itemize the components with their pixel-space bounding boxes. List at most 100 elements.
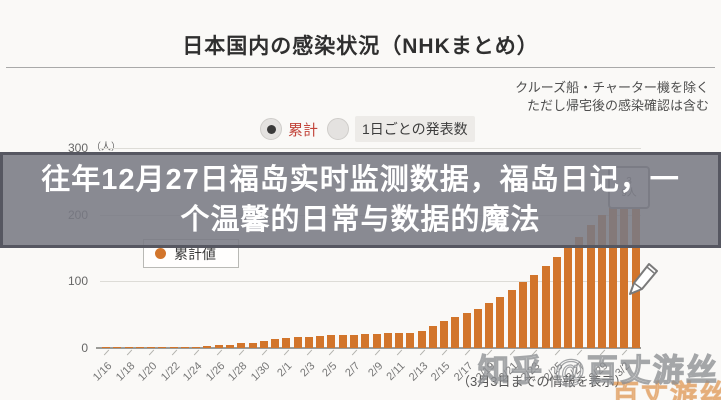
x-label-2/7: 2/7 (343, 360, 363, 380)
radio-option-cumulative[interactable]: 累計 (260, 118, 318, 140)
x-label-1/24: 1/24 (181, 360, 205, 384)
title-divider (6, 67, 715, 68)
bar-2/27 (575, 236, 584, 348)
bar-2/22 (519, 282, 528, 348)
x-label-1/16: 1/16 (90, 360, 115, 384)
bar-2/16 (451, 317, 460, 348)
watermark-echo: 百丈游丝 (612, 380, 721, 400)
watermark: 知乎 @百丈游丝 (477, 352, 719, 388)
x-axis-line (96, 347, 641, 349)
exclusion-note-line2: ただし帰宅後の感染確認は含む (526, 98, 709, 113)
x-label-1/26: 1/26 (203, 360, 228, 384)
bar-1/18 (124, 347, 133, 348)
bar-2/15 (440, 320, 449, 348)
x-label-2/5: 2/5 (320, 360, 340, 380)
x-label-2/11: 2/11 (384, 360, 408, 384)
bar-2/17 (462, 313, 471, 348)
x-label-1/22: 1/22 (158, 360, 183, 384)
x-tick-2/13 (419, 349, 425, 356)
bar-1/24 (192, 346, 201, 348)
bar-1/31 (271, 339, 280, 348)
x-tick-2/5 (329, 349, 335, 356)
radio-selected-icon[interactable] (260, 118, 282, 140)
caption-line2: 个温馨的日常与数据的魔法 (180, 204, 541, 236)
bar-2/9 (372, 334, 381, 348)
legend-label: 累計値 (174, 245, 216, 262)
bar-2/21 (507, 290, 516, 348)
bar-1/29 (248, 342, 257, 348)
x-tick-2/7 (351, 349, 358, 356)
radio-daily-label[interactable]: 1日ごとの発表数 (355, 116, 475, 142)
radio-option-daily[interactable]: 1日ごとの発表数 (327, 116, 475, 142)
bar-2/3 (304, 336, 313, 348)
footnote: （3月3日までの情報を表示） (457, 374, 628, 389)
caption-overlay-banner: 往年12月27日福岛实时监测数据，福岛日记，一 个温馨的日常与数据的魔法 (0, 152, 721, 248)
radio-cumulative-label[interactable]: 累計 (288, 121, 319, 139)
radio-unselected-icon[interactable] (327, 118, 350, 140)
x-tick-1/22 (171, 349, 177, 356)
bar-2/6 (338, 334, 347, 348)
bar-2/2 (293, 337, 302, 348)
y-axis-unit: （人） (91, 138, 121, 153)
x-label-2/13: 2/13 (406, 360, 431, 384)
caption-line1: 往年12月27日福岛实时监测数据，福岛日记，一 (41, 164, 680, 196)
x-label-2/9: 2/9 (365, 360, 385, 380)
x-label-2/3: 2/3 (298, 360, 318, 380)
x-tick-2/17 (464, 349, 470, 356)
bar-2/18 (473, 308, 482, 348)
bar-2/19 (485, 302, 494, 348)
chart-title: 日本国内の感染状況（NHKまとめ） (182, 35, 539, 58)
view-mode-radio-group: 累計 1日ごとの発表数 (260, 116, 475, 142)
bar-2/20 (496, 296, 505, 348)
x-tick-1/18 (126, 349, 132, 356)
bar-3/3 (631, 201, 640, 348)
bar-2/23 (530, 274, 539, 348)
x-tick-2/15 (441, 349, 448, 356)
x-label-2/1: 2/1 (275, 360, 295, 380)
bar-2/10 (383, 333, 392, 348)
exclusion-note-line1: クルーズ船・チャーター機を除く (515, 80, 709, 95)
x-tick-2/9 (374, 349, 380, 356)
bar-2/5 (327, 335, 336, 348)
bar-2/1 (282, 338, 291, 348)
x-tick-1/16 (103, 349, 110, 356)
bar-1/25 (203, 346, 212, 348)
x-label-1/28: 1/28 (226, 360, 250, 384)
bar-1/16 (102, 347, 110, 348)
exclusion-note: クルーズ船・チャーター機を除く ただし帰宅後の感染確認は含む (515, 79, 709, 115)
x-tick-1/30 (261, 349, 267, 356)
bar-2/7 (349, 334, 358, 348)
x-tick-2/3 (306, 349, 313, 356)
bar-2/4 (316, 336, 325, 348)
x-tick-2/1 (284, 349, 290, 356)
bar-3/1 (609, 208, 618, 348)
bar-2/28 (586, 225, 595, 348)
bar-2/12 (406, 332, 415, 348)
bar-1/22 (169, 347, 178, 348)
bar-1/23 (180, 347, 189, 348)
bar-1/26 (214, 345, 223, 348)
x-tick-1/28 (239, 349, 245, 356)
bar-2/24 (541, 266, 550, 348)
bar-2/8 (361, 334, 370, 348)
x-label-1/18: 1/18 (113, 360, 138, 384)
bar-3/2 (620, 204, 629, 348)
plot-area (96, 148, 641, 349)
x-tick-1/20 (148, 349, 155, 356)
gridline-100 (100, 281, 641, 282)
bar-2/26 (564, 247, 573, 348)
bar-2/13 (417, 330, 426, 348)
x-label-1/20: 1/20 (135, 360, 160, 384)
x-tick-1/24 (193, 349, 200, 356)
x-label-1/30: 1/30 (248, 360, 273, 384)
bar-2/11 (395, 332, 404, 348)
x-label-2/15: 2/15 (428, 360, 453, 384)
bar-1/27 (225, 344, 234, 348)
bar-2/14 (428, 326, 437, 348)
bar-1/20 (147, 347, 156, 348)
bar-2/25 (552, 257, 561, 348)
y-tick-300: 300 (67, 141, 88, 155)
cursor-pencil-icon (624, 258, 662, 305)
bar-1/30 (259, 340, 268, 348)
